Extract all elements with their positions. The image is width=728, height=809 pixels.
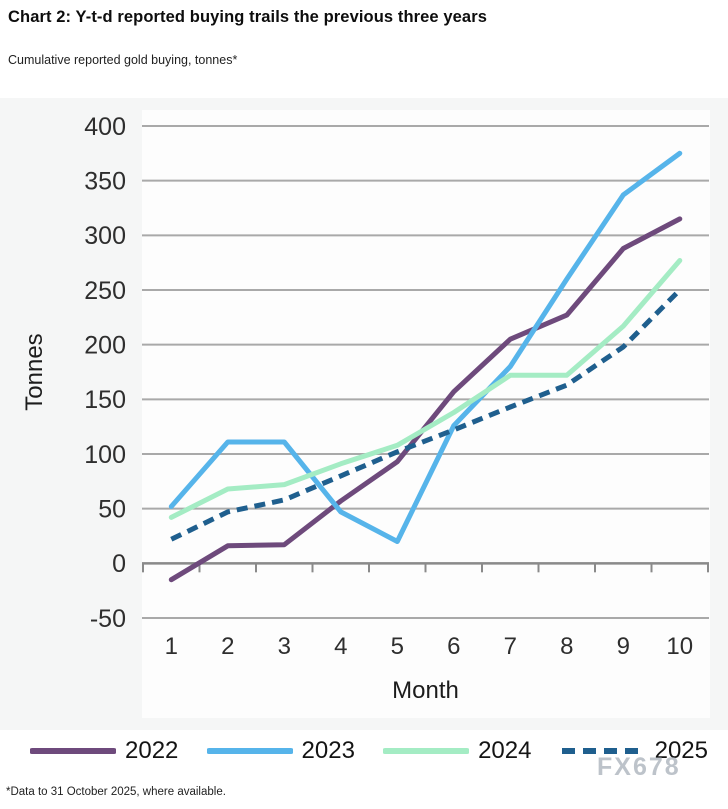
chart-legend: 2022 2023 2024 2025 <box>30 737 708 765</box>
y-tick-label: 400 <box>84 113 126 141</box>
legend-label-2024: 2024 <box>478 737 532 764</box>
series-line-2024 <box>168 258 683 520</box>
plot-area <box>142 110 710 718</box>
legend-swatch-2024 <box>383 748 470 754</box>
page-title: Chart 2: Y-t-d reported buying trails th… <box>8 8 488 26</box>
legend-label-2025: 2025 <box>654 737 708 764</box>
y-tick-label: 250 <box>84 277 126 305</box>
legend-item-2022: 2022 <box>30 737 178 765</box>
legend-label-2022: 2022 <box>125 737 179 764</box>
line-chart: 400 350 300 250 200 150 100 50 0 -50 1 2 3 4 5 6 7 8 9 10 Mo… <box>0 98 728 730</box>
legend-label-2023: 2023 <box>301 737 355 764</box>
x-tick-label: 1 <box>165 633 178 660</box>
y-tick-label: 200 <box>84 331 126 359</box>
y-tick-label: 50 <box>98 495 126 523</box>
x-tick-label: 6 <box>447 633 460 660</box>
watermark: FX678 <box>597 753 681 781</box>
x-axis-title: Month <box>392 677 459 704</box>
x-tick-label: 7 <box>504 633 517 660</box>
series-line-2023 <box>168 150 683 544</box>
series-line-2025 <box>170 288 682 542</box>
y-tick-label: 150 <box>84 386 126 414</box>
legend-swatch-2023 <box>206 748 293 754</box>
y-tick-label: -50 <box>90 605 126 633</box>
footnote: *Data to 31 October 2025, where availabl… <box>6 786 226 798</box>
legend-swatch-2022 <box>30 748 116 754</box>
legend-item-2025: 2025 <box>560 737 708 765</box>
x-tick-label: 8 <box>560 633 573 660</box>
x-tick-label: 10 <box>666 633 693 660</box>
legend-item-2024: 2024 <box>383 737 531 765</box>
x-tick-label: 9 <box>617 633 630 660</box>
y-axis-title: Tonnes <box>21 333 48 410</box>
y-tick-label: 100 <box>84 441 126 469</box>
legend-item-2023: 2023 <box>206 737 355 765</box>
legend-swatch-2025 <box>561 748 644 754</box>
y-tick-label: 350 <box>84 167 126 195</box>
x-tick-label: 4 <box>334 633 347 660</box>
x-tick-label: 3 <box>278 633 291 660</box>
page-subtitle: Cumulative reported gold buying, tonnes* <box>8 53 238 67</box>
y-tick-label: 300 <box>84 222 126 250</box>
y-tick-label: 0 <box>112 550 126 578</box>
x-tick-label: 5 <box>391 633 404 660</box>
x-tick-label: 2 <box>221 633 234 660</box>
